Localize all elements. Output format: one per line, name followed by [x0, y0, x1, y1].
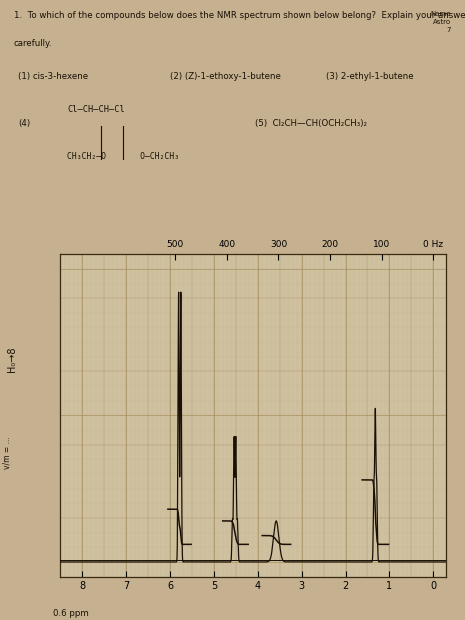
Text: (3) 2-ethyl-1-butene: (3) 2-ethyl-1-butene — [326, 72, 414, 81]
Text: CH₃CH₂—O       O—CH₂CH₃: CH₃CH₂—O O—CH₂CH₃ — [67, 153, 179, 161]
Text: Name
Astro
7: Name Astro 7 — [431, 11, 451, 33]
Text: H₀→8: H₀→8 — [7, 347, 17, 373]
Text: v/m = ...: v/m = ... — [2, 436, 12, 469]
Text: carefully.: carefully. — [14, 39, 52, 48]
Text: (5)  Cl₂CH—CH(OCH₂CH₃)₂: (5) Cl₂CH—CH(OCH₂CH₃)₂ — [255, 119, 367, 128]
Text: (2) (Z)-1-ethoxy-1-butene: (2) (Z)-1-ethoxy-1-butene — [170, 72, 281, 81]
Text: 1.  To which of the compounds below does the NMR spectrum shown below belong?  E: 1. To which of the compounds below does … — [14, 11, 465, 20]
Text: (1) cis-3-hexene: (1) cis-3-hexene — [18, 72, 88, 81]
Text: 0.6 ppm: 0.6 ppm — [53, 609, 88, 618]
Text: (4): (4) — [18, 119, 30, 128]
Text: Cl—CH—CH—Cl: Cl—CH—CH—Cl — [67, 105, 125, 114]
